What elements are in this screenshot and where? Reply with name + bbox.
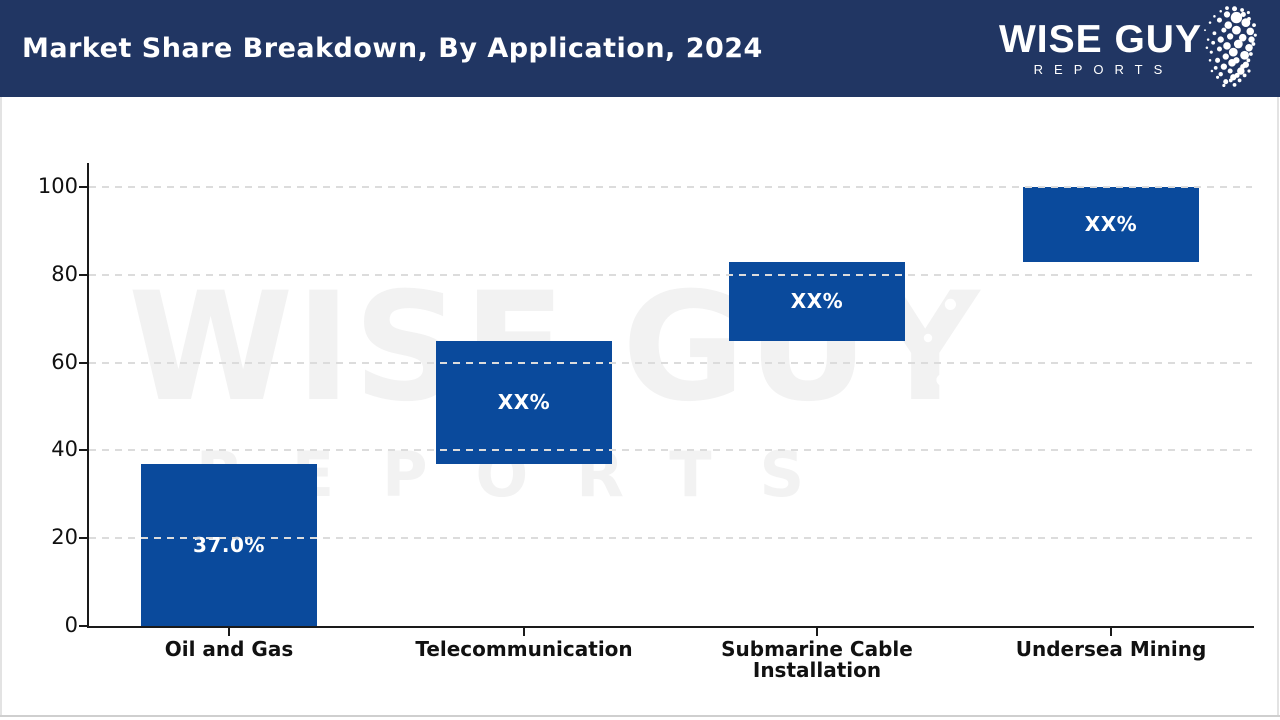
y-tick-mark (79, 361, 88, 364)
bar-value-label: XX% (497, 390, 551, 415)
y-tick-mark (79, 449, 88, 452)
bar-segment: 37.0% (141, 463, 317, 626)
x-tick-mark (228, 628, 230, 636)
bar-segment: XX% (436, 340, 612, 464)
header-bar: Market Share Breakdown, By Application, … (0, 0, 1280, 97)
y-tick-label: 20 (51, 525, 78, 550)
dotted-head-icon (1204, 5, 1257, 87)
x-tick-mark (1110, 628, 1112, 636)
right-border (1277, 97, 1279, 717)
gridline (89, 537, 1252, 540)
y-tick-label: 100 (37, 174, 78, 198)
x-tick-mark (816, 628, 818, 636)
y-tick-mark (79, 186, 88, 188)
bar-value-label: 37.0% (193, 532, 265, 557)
y-tick-mark (79, 273, 88, 276)
chart-title: Market Share Breakdown, By Application, … (22, 33, 763, 64)
x-category-label: Telecommunication (415, 637, 633, 661)
y-tick-mark (79, 537, 88, 540)
x-axis-line (87, 626, 1254, 628)
x-category-label: Submarine Cable Installation (721, 637, 913, 682)
y-tick-label: 0 (64, 613, 78, 637)
bar-segment: XX% (1023, 187, 1199, 262)
logo-text: WISE GUY REPORTS (998, 18, 1202, 78)
gridline (89, 449, 1252, 452)
x-tick-mark (523, 628, 525, 636)
left-border (0, 97, 2, 717)
x-category-label: Undersea Mining (1015, 637, 1207, 661)
logo-subtitle: REPORTS (1033, 62, 1174, 77)
y-tick-label: 80 (51, 261, 78, 286)
gridline (89, 273, 1252, 276)
wise-guy-reports-logo: WISE GUY REPORTS (999, 5, 1266, 93)
watermark-dotted-head (923, 231, 1159, 592)
y-tick-mark (79, 625, 88, 627)
y-tick-label: 40 (51, 437, 78, 462)
y-axis-line (87, 163, 89, 628)
bar-value-label: XX% (790, 289, 844, 314)
bar-value-label: XX% (1084, 212, 1138, 237)
gridline (89, 361, 1252, 364)
gridline (89, 186, 1252, 188)
logo-wordmark: WISE GUY (998, 18, 1202, 61)
bottom-border (0, 715, 1280, 717)
y-tick-label: 60 (51, 349, 78, 374)
x-category-label: Oil and Gas (164, 637, 294, 661)
